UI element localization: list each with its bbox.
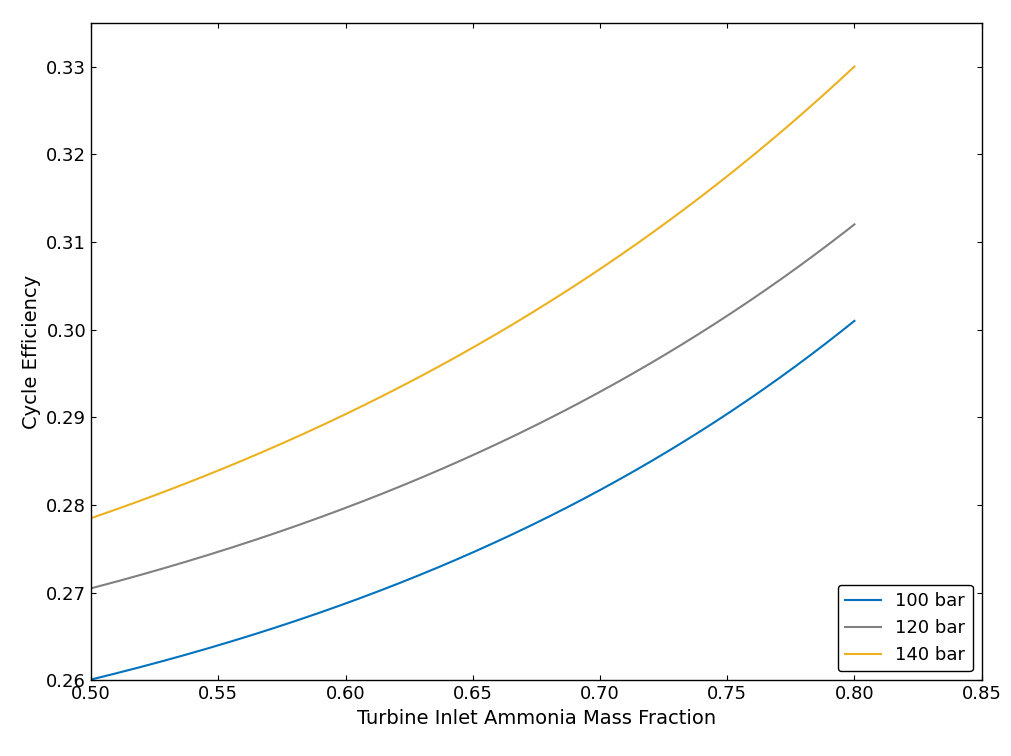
- X-axis label: Turbine Inlet Ammonia Mass Fraction: Turbine Inlet Ammonia Mass Fraction: [357, 709, 715, 728]
- 120 bar: [447, 459, 459, 468]
- Y-axis label: Cycle Efficiency: Cycle Efficiency: [21, 274, 40, 429]
- 140 bar: [497, 325, 510, 334]
- 140 bar: [85, 513, 97, 522]
- 120 bar: [452, 457, 464, 466]
- Line: 140 bar: 140 bar: [91, 67, 853, 518]
- Line: 100 bar: 100 bar: [91, 321, 853, 680]
- 140 bar: [710, 180, 722, 189]
- 140 bar: [447, 354, 459, 363]
- 100 bar: [539, 514, 551, 523]
- 100 bar: [452, 554, 464, 563]
- 120 bar: [85, 584, 97, 593]
- 100 bar: [829, 331, 841, 340]
- 120 bar: [539, 416, 551, 425]
- 120 bar: [829, 234, 841, 243]
- 100 bar: [710, 417, 722, 426]
- 140 bar: [847, 62, 859, 71]
- 140 bar: [539, 300, 551, 309]
- 100 bar: [447, 556, 459, 565]
- 100 bar: [497, 534, 510, 543]
- 100 bar: [847, 316, 859, 325]
- 140 bar: [452, 352, 464, 361]
- 120 bar: [497, 436, 510, 445]
- Legend: 100 bar, 120 bar, 140 bar: 100 bar, 120 bar, 140 bar: [837, 585, 972, 671]
- 100 bar: [85, 675, 97, 684]
- Line: 120 bar: 120 bar: [91, 225, 853, 588]
- 120 bar: [710, 318, 722, 327]
- 140 bar: [829, 79, 841, 88]
- 120 bar: [847, 220, 859, 229]
